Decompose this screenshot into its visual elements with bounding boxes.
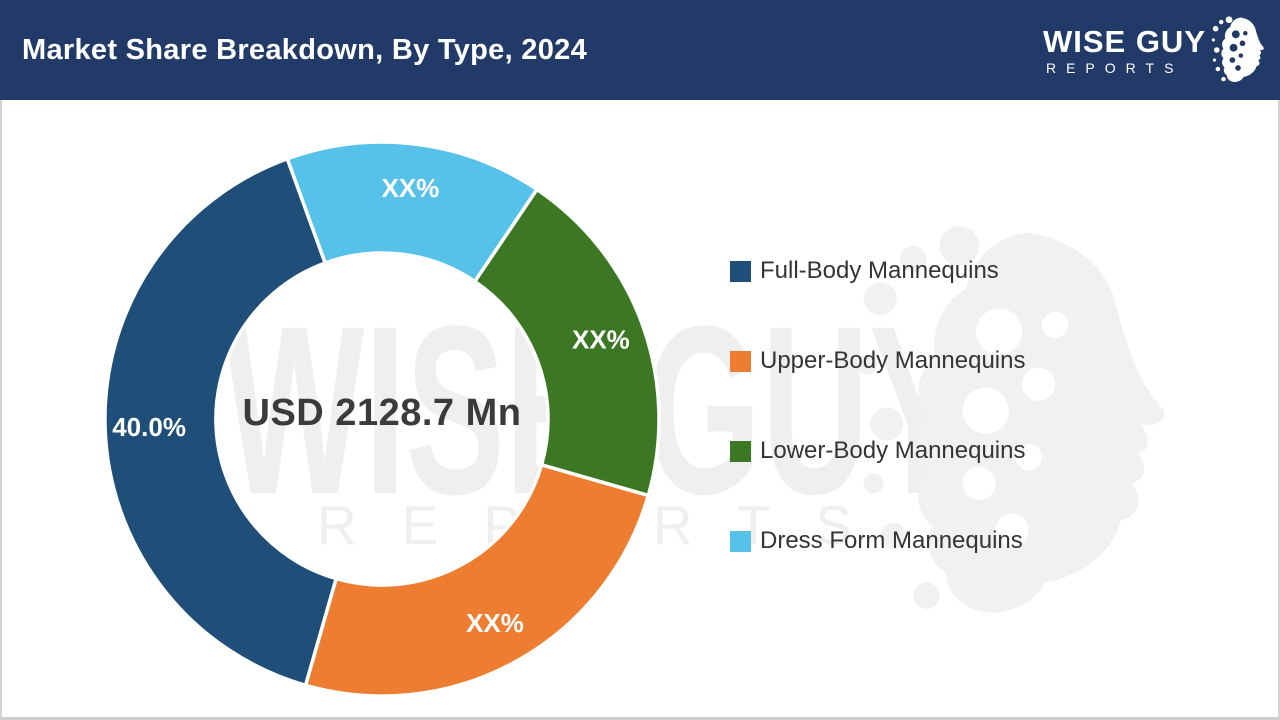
wise-guy-logo: WISE GUY REPORTS	[1043, 0, 1266, 100]
wedge-percent-label: XX%	[381, 173, 439, 203]
legend-label: Lower-Body Mannequins	[760, 437, 1026, 464]
legend-swatch	[730, 440, 751, 462]
wedge-lower-body-mannequins	[473, 187, 661, 498]
wedge-percent-label: XX%	[572, 324, 630, 354]
legend-item-dress-form-mannequins: Dress Form Mannequins	[730, 527, 1026, 555]
donut-center-value: USD 2128.7 Mn	[242, 392, 522, 434]
legend-label: Full-Body Mannequins	[760, 257, 999, 284]
wedge-percent-label: XX%	[466, 608, 524, 638]
logo-wordmark: WISE GUY	[1042, 23, 1206, 59]
legend-label: Dress Form Mannequins	[760, 527, 1023, 554]
wedge-full-body-mannequins	[103, 156, 338, 688]
wise-guy-face-icon	[1210, 14, 1266, 86]
legend-swatch	[730, 530, 751, 552]
logo-subtitle: REPORTS	[1045, 59, 1184, 76]
donut-chart: 40.0% XX% XX% XX%	[103, 140, 661, 698]
header-bar: Market Share Breakdown, By Type, 2024 WI…	[0, 0, 1280, 100]
wedge-percent-label: 40.0%	[112, 412, 186, 442]
chart-area: WISE GUY REPORTS 40.0%XX%XX%XX% USD 2128…	[0, 100, 1280, 720]
legend-swatch	[730, 260, 751, 282]
legend-item-lower-body-mannequins: Lower-Body Mannequins	[730, 437, 1026, 465]
legend-swatch	[730, 350, 751, 372]
chart-legend: Full-Body Mannequins Upper-Body Mannequin…	[730, 257, 1026, 555]
legend-item-upper-body-mannequins: Upper-Body Mannequins	[730, 347, 1026, 375]
legend-item-full-body-mannequins: Full-Body Mannequins	[730, 257, 1026, 285]
wedge-upper-body-mannequins	[303, 463, 651, 698]
wedge-dress-form-mannequins	[285, 140, 539, 284]
page-title: Market Share Breakdown, By Type, 2024	[22, 33, 588, 66]
legend-label: Upper-Body Mannequins	[760, 347, 1026, 374]
